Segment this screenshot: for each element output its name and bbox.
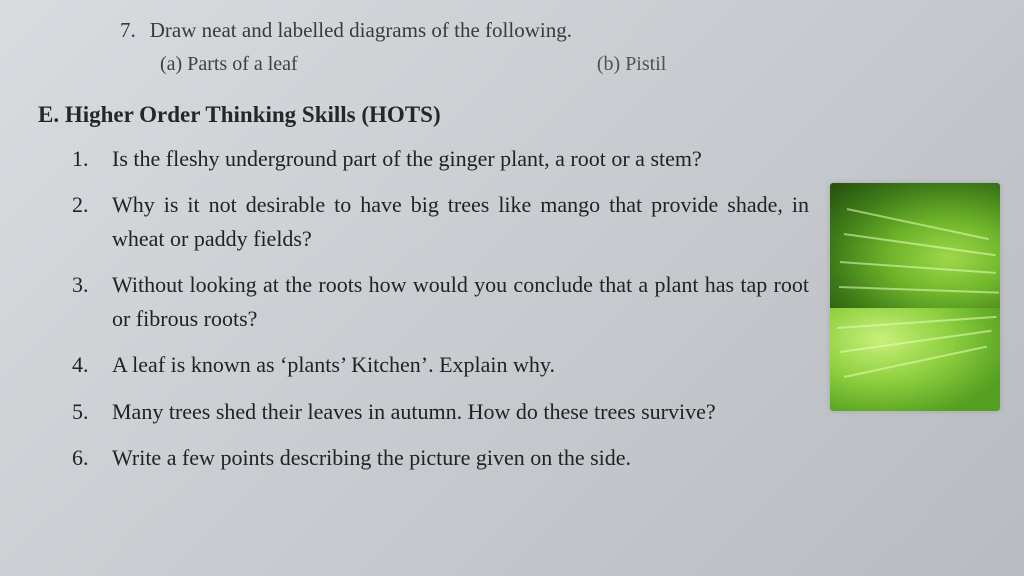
hots-text: Write a few points describing the pictur… (112, 441, 994, 475)
hots-num: 1. (72, 142, 98, 176)
q7-sub-b: (b) Pistil (597, 53, 994, 76)
leaf-vein (837, 316, 997, 329)
hots-num: 2. (72, 188, 98, 256)
hots-item-4: 4. A leaf is known as ‘plants’ Kitchen’.… (72, 348, 809, 382)
hots-num: 6. (72, 441, 98, 475)
hots-text: Without looking at the roots how would y… (112, 268, 809, 336)
leaf-vein (847, 208, 989, 240)
leaf-vein (840, 261, 996, 273)
hots-item-1: 1. Is the fleshy underground part of the… (72, 142, 809, 176)
hots-text: A leaf is known as ‘plants’ Kitchen’. Ex… (112, 348, 809, 382)
hots-item-5: 5. Many trees shed their leaves in autum… (72, 395, 809, 429)
hots-item-6: 6. Write a few points describing the pic… (72, 441, 994, 475)
leaf-vein (838, 286, 998, 293)
leaf-vein (843, 346, 986, 378)
hots-num: 4. (72, 348, 98, 382)
hots-item-3: 3. Without looking at the roots how woul… (72, 268, 809, 336)
q7-a-text: Parts of a leaf (187, 53, 298, 75)
leaf-vein (843, 233, 995, 256)
hots-text: Is the fleshy underground part of the gi… (112, 142, 809, 176)
q7-text: Draw neat and labelled diagrams of the f… (150, 18, 572, 43)
leaf-top-half (830, 183, 1000, 308)
hots-text: Why is it not desirable to have big tree… (112, 188, 809, 256)
section-e-label: E. (38, 102, 59, 127)
q7-number: 7. (120, 18, 136, 43)
hots-item-2: 2. Why is it not desirable to have big t… (72, 188, 809, 256)
hots-num: 5. (72, 395, 98, 429)
hots-num: 3. (72, 268, 98, 336)
hots-text: Many trees shed their leaves in autumn. … (112, 395, 809, 429)
section-e-title: Higher Order Thinking Skills (HOTS) (65, 102, 441, 127)
leaf-image (830, 183, 1000, 411)
q7-a-label: (a) (160, 53, 182, 75)
question-7: 7. Draw neat and labelled diagrams of th… (120, 18, 994, 43)
question-7-subparts: (a) Parts of a leaf (b) Pistil (160, 53, 994, 76)
leaf-bottom-half (830, 308, 1000, 411)
q7-b-text: Pistil (625, 53, 666, 75)
q7-b-label: (b) (597, 53, 620, 75)
q7-sub-a: (a) Parts of a leaf (160, 53, 597, 76)
section-e-heading: E. Higher Order Thinking Skills (HOTS) (38, 102, 994, 128)
